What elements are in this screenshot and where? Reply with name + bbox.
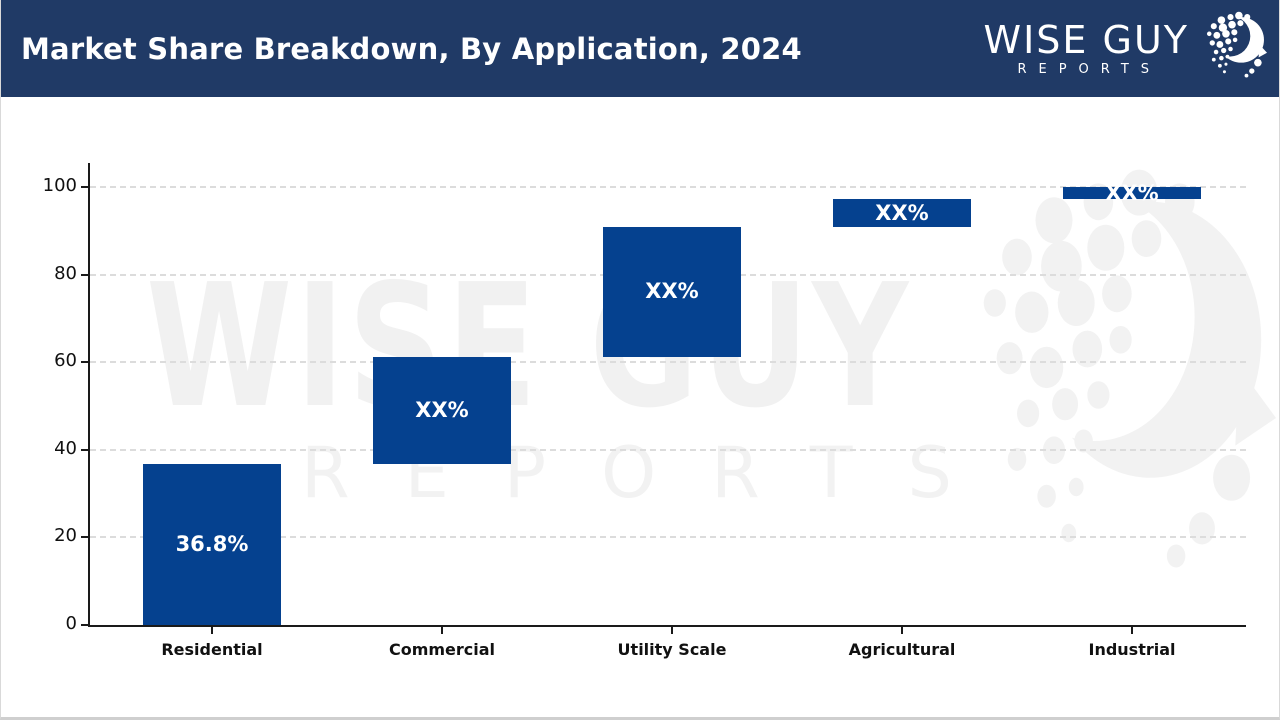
bar-value-label: XX% [1105, 180, 1159, 205]
brand-name: WISE GUY [983, 17, 1189, 62]
y-axis-tick-label: 0 [65, 613, 77, 634]
brand-logo-text: WISE GUY REPORTS [984, 21, 1189, 77]
y-axis-tick [81, 624, 88, 626]
y-axis-tick-label: 100 [42, 175, 77, 196]
x-axis-category-label: Residential [161, 640, 263, 659]
y-axis-tick [81, 273, 88, 276]
waterfall-bar: 36.8% [143, 463, 281, 625]
gridline [90, 361, 1246, 364]
watermark-brand-text: WISE GUY [146, 248, 912, 446]
x-axis-spine [88, 625, 1246, 627]
gridline [90, 536, 1246, 539]
waterfall-bar: XX% [1063, 182, 1201, 203]
y-axis-tick-label: 80 [54, 262, 77, 284]
gridline [90, 186, 1246, 188]
y-axis-tick [81, 186, 88, 188]
waterfall-bar: XX% [833, 199, 971, 227]
chart-title: Market Share Breakdown, By Application, … [21, 31, 802, 66]
x-axis-category-label: Industrial [1088, 640, 1176, 659]
x-axis-category-label: Commercial [388, 640, 496, 659]
gridline [90, 448, 1246, 451]
header-bar: Market Share Breakdown, By Application, … [1, 0, 1279, 97]
y-axis-tick-label: 40 [54, 437, 77, 459]
bar-value-label: XX% [415, 397, 469, 422]
y-axis-tick-label: 20 [54, 525, 77, 547]
x-axis-category-label: Utility Scale [617, 640, 727, 659]
x-axis-category-label: Agricultural [848, 640, 956, 659]
y-axis-tick-label: 60 [54, 350, 77, 372]
y-axis-spine [88, 163, 90, 627]
bar-value-label: 36.8% [175, 531, 249, 556]
x-axis-tick [671, 627, 673, 634]
x-axis-tick [1131, 627, 1133, 634]
bar-value-label: XX% [875, 200, 929, 225]
waterfall-bar: XX% [603, 226, 741, 357]
brand-logo: WISE GUY REPORTS [984, 8, 1267, 90]
watermark-head-icon [983, 169, 1276, 568]
head-profile-icon [1206, 11, 1267, 77]
x-axis-tick [901, 627, 903, 634]
x-axis-tick [211, 627, 213, 634]
y-axis-tick [81, 361, 88, 364]
y-axis-tick [81, 536, 88, 539]
brand-subname: REPORTS [1017, 61, 1162, 77]
y-axis-tick [81, 448, 88, 451]
waterfall-bar: XX% [373, 356, 511, 464]
x-axis-tick [441, 627, 443, 634]
bar-value-label: XX% [645, 279, 699, 304]
